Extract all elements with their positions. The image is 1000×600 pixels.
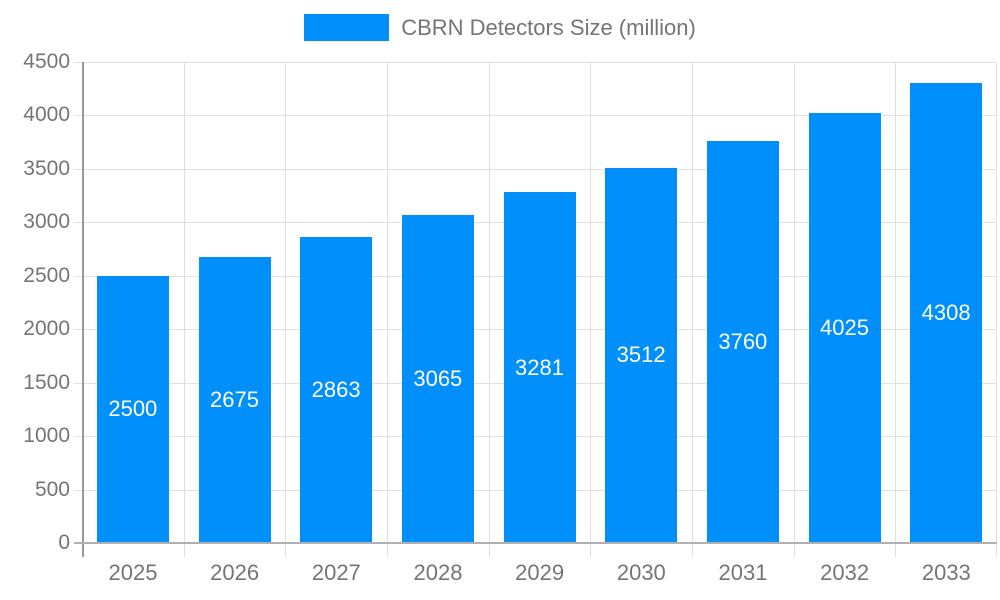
bar-2031[interactable]: 3760 <box>706 141 779 543</box>
horizontal-gridline <box>74 62 997 63</box>
x-axis-tick-label: 2031 <box>718 560 768 585</box>
bar-value-label: 3281 <box>515 354 564 380</box>
bar-2032[interactable]: 4025 <box>808 112 881 543</box>
bar-value-label: 4308 <box>921 299 971 325</box>
bar-value-label: 3760 <box>718 329 768 355</box>
bar-2026[interactable]: 2675 <box>198 257 271 543</box>
vertical-gridline <box>488 62 490 557</box>
bar-2027[interactable]: 2863 <box>300 236 373 543</box>
bar-2029[interactable]: 3281 <box>503 192 576 543</box>
bar-value-label: 3512 <box>616 342 666 368</box>
bar-value-label: 2863 <box>311 376 361 402</box>
x-axis-tick-label: 2028 <box>413 560 463 585</box>
legend-label[interactable]: CBRN Detectors Size (million) <box>401 14 696 40</box>
horizontal-gridline <box>74 168 997 170</box>
y-axis-tick-label: 3500 <box>23 156 70 180</box>
x-axis-tick-label: 2030 <box>616 560 666 585</box>
bar-value-label: 3065 <box>413 366 463 392</box>
chart-legend: CBRN Detectors Size (million) <box>0 14 1000 41</box>
vertical-gridline <box>996 62 997 557</box>
y-axis-tick-label: 4000 <box>23 103 70 127</box>
x-axis-tick-label: 2026 <box>210 560 260 585</box>
y-axis-line <box>82 62 84 557</box>
y-axis-tick-label: 1000 <box>23 424 70 448</box>
x-axis-tick-label: 2033 <box>921 560 971 585</box>
y-axis-tick-label: 1500 <box>23 370 70 394</box>
y-axis-tick-label: 500 <box>34 477 70 501</box>
legend-swatch[interactable] <box>304 14 390 41</box>
vertical-gridline <box>793 62 795 557</box>
bar-2030[interactable]: 3512 <box>605 167 678 543</box>
x-axis-baseline <box>74 542 997 544</box>
y-axis-tick-label: 3000 <box>23 210 70 234</box>
vertical-gridline <box>692 62 693 557</box>
bar-value-label: 4025 <box>820 314 869 340</box>
bar-value-label: 2675 <box>210 387 259 413</box>
vertical-gridline <box>183 62 185 557</box>
y-axis-tick-label: 4500 <box>23 50 70 73</box>
horizontal-gridline <box>74 115 997 117</box>
vertical-gridline <box>590 62 592 557</box>
y-axis-tick-label: 0 <box>58 531 70 554</box>
x-axis-tick-label: 2032 <box>820 560 870 585</box>
x-axis-tick-label: 2027 <box>311 560 361 585</box>
x-axis-tick-label: 2025 <box>108 560 158 585</box>
bar-2028[interactable]: 3065 <box>401 215 474 543</box>
vertical-gridline <box>285 62 287 557</box>
plot-area: 2500 2675 2863 3065 3281 3512 3760 4025 4308 <box>74 62 997 557</box>
x-axis-tick-label: 2029 <box>515 560 565 585</box>
bar-2033[interactable]: 4308 <box>910 82 983 543</box>
vertical-gridline <box>895 62 897 557</box>
y-axis-tick-label: 2000 <box>23 317 70 341</box>
bar-2025[interactable]: 2500 <box>96 275 169 543</box>
bar-value-label: 2500 <box>108 396 158 422</box>
y-axis-tick-label: 2500 <box>23 263 70 287</box>
vertical-gridline <box>387 62 388 557</box>
